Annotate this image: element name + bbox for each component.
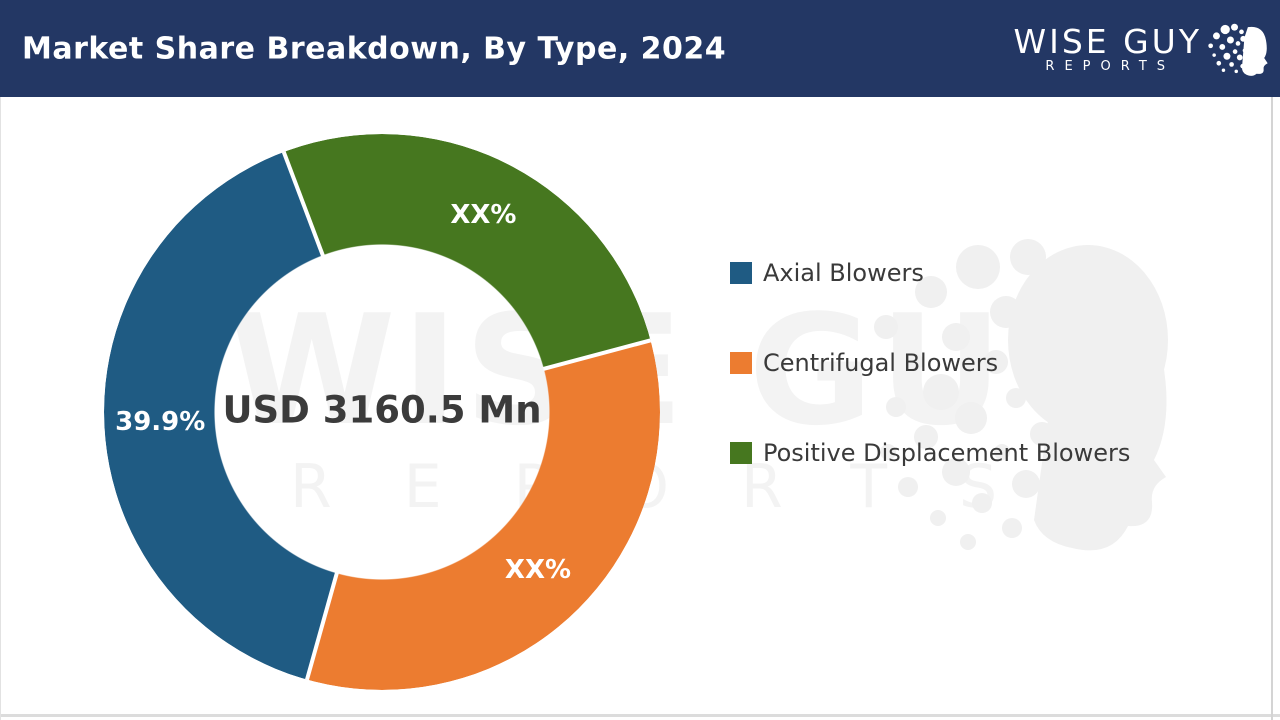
legend-item-axial-blowers: Axial Blowers	[730, 259, 924, 287]
legend-swatch-axial-blowers	[730, 262, 752, 284]
header-bar: Market Share Breakdown, By Type, 2024 WI…	[0, 0, 1280, 97]
logo-reports-text: REPORTS	[1045, 58, 1176, 74]
right-divider	[1271, 97, 1273, 720]
bottom-divider	[0, 714, 1280, 717]
segment-separator	[303, 572, 339, 686]
donut-ring	[104, 134, 660, 690]
logo-face-icon	[1208, 23, 1268, 76]
left-divider	[0, 97, 1, 720]
donut-overlay: XX% XX% 39.9%	[104, 134, 660, 690]
legend-label: Centrifugal Blowers	[763, 349, 999, 377]
chart-center-value: USD 3160.5 Mn	[222, 388, 542, 432]
legend-label: Positive Displacement Blowers	[763, 439, 1131, 467]
logo-wiseguy-text: WISE GUY	[1013, 21, 1202, 61]
segment-separator	[542, 337, 656, 371]
segment-value-label: 39.9%	[115, 406, 206, 437]
legend-item-positive-displacement-blowers: Positive Displacement Blowers	[730, 439, 1130, 467]
page-title: Market Share Breakdown, By Type, 2024	[22, 31, 727, 66]
donut-chart: XX% XX% 39.9%	[104, 134, 660, 690]
segment-value-label: XX%	[450, 199, 517, 230]
logo-text: WISE GUY REPORTS	[1013, 21, 1202, 74]
legend-swatch-positive-displacement-blowers	[730, 442, 752, 464]
legend-label: Axial Blowers	[763, 259, 924, 287]
segment-value-label: XX%	[504, 554, 572, 585]
segment-separator	[280, 146, 325, 257]
legend-item-centrifugal-blowers: Centrifugal Blowers	[730, 349, 998, 377]
legend-swatch-centrifugal-blowers	[730, 352, 752, 374]
wise-guy-logo: WISE GUY REPORTS	[1013, 4, 1270, 94]
